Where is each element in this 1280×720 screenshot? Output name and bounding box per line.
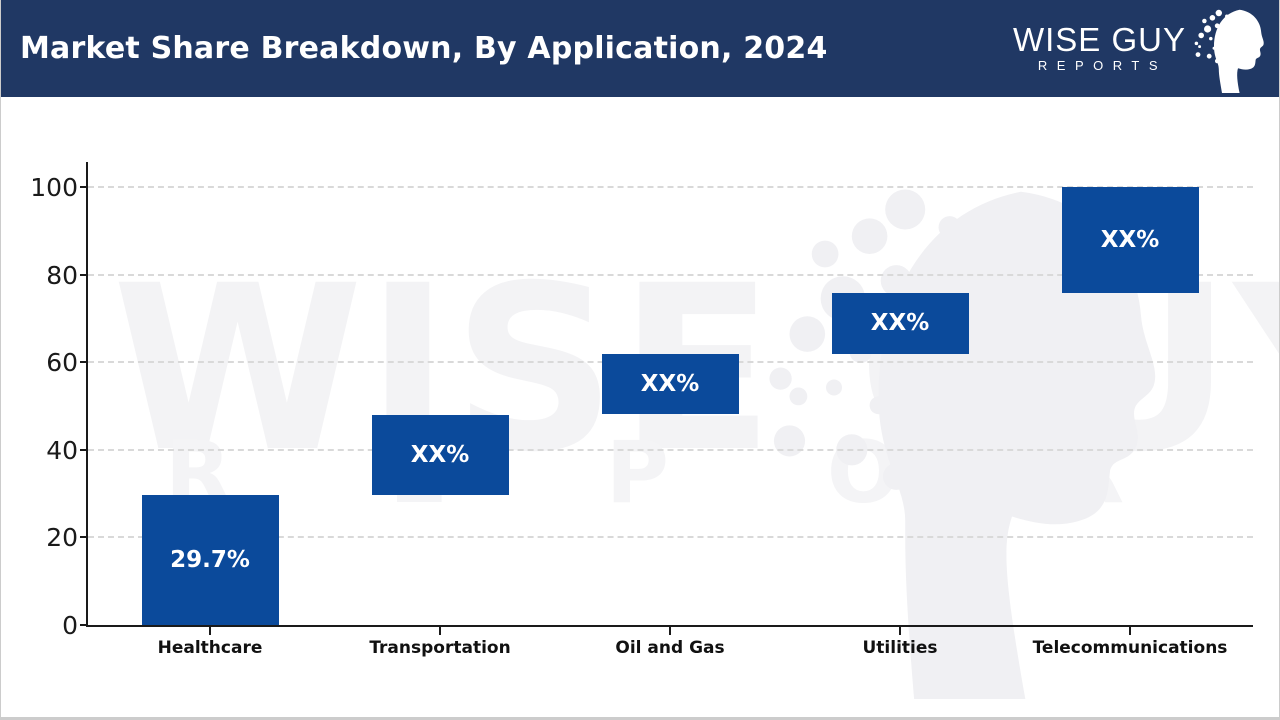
bar-healthcare: 29.7% bbox=[141, 494, 279, 625]
y-tick-label-40: 40 bbox=[46, 435, 78, 465]
y-tick-0 bbox=[80, 624, 88, 626]
y-tick-40 bbox=[80, 448, 88, 451]
y-tick-label-0: 0 bbox=[62, 611, 78, 640]
bar-utilities: XX% bbox=[831, 292, 969, 354]
x-axis-label-4: Telecommunications bbox=[1032, 638, 1228, 658]
brand-logo-line1: WISE GUY bbox=[1012, 21, 1186, 59]
bar-value-label: XX% bbox=[410, 441, 470, 468]
page-title: Market Share Breakdown, By Application, … bbox=[20, 31, 828, 66]
brand-logo-line2: REPORTS bbox=[1037, 58, 1168, 74]
x-axis-label-1: Transportation bbox=[369, 638, 511, 658]
brand-logo: WISE GUY REPORTS bbox=[1013, 0, 1272, 97]
brand-face-icon bbox=[1194, 9, 1264, 93]
x-axis-label-0: Healthcare bbox=[157, 638, 263, 658]
x-axis-line bbox=[86, 625, 1253, 627]
bar-transportation: XX% bbox=[371, 414, 509, 495]
y-tick-60 bbox=[80, 361, 88, 364]
x-axis-label-3: Utilities bbox=[862, 638, 938, 658]
gridline-20 bbox=[88, 536, 1253, 539]
y-tick-100 bbox=[80, 186, 88, 188]
bar-value-label: XX% bbox=[870, 310, 930, 337]
gridline-100 bbox=[88, 186, 1253, 188]
y-tick-label-60: 60 bbox=[46, 348, 78, 378]
gridline-80 bbox=[88, 273, 1253, 276]
x-tick-1 bbox=[439, 627, 441, 635]
bar-value-label: 29.7% bbox=[170, 546, 250, 573]
bar-oil-and-gas: XX% bbox=[601, 354, 739, 414]
bar-telecommunications: XX% bbox=[1061, 187, 1199, 293]
x-axis-label-2: Oil and Gas bbox=[615, 638, 725, 658]
y-tick-label-20: 20 bbox=[46, 523, 78, 553]
x-tick-3 bbox=[899, 627, 901, 635]
header-bar: Market Share Breakdown, By Application, … bbox=[0, 0, 1280, 97]
y-tick-80 bbox=[80, 273, 88, 276]
y-tick-label-100: 100 bbox=[30, 173, 78, 202]
x-tick-2 bbox=[669, 627, 671, 635]
x-tick-0 bbox=[209, 627, 211, 635]
gridline-40 bbox=[88, 448, 1253, 451]
bar-value-label: XX% bbox=[640, 371, 700, 398]
brand-logo-text: WISE GUY REPORTS bbox=[1013, 23, 1186, 73]
bar-value-label: XX% bbox=[1100, 226, 1160, 253]
x-tick-4 bbox=[1129, 627, 1131, 635]
y-tick-20 bbox=[80, 536, 88, 539]
y-tick-label-80: 80 bbox=[46, 260, 78, 290]
y-axis-line bbox=[86, 162, 88, 627]
